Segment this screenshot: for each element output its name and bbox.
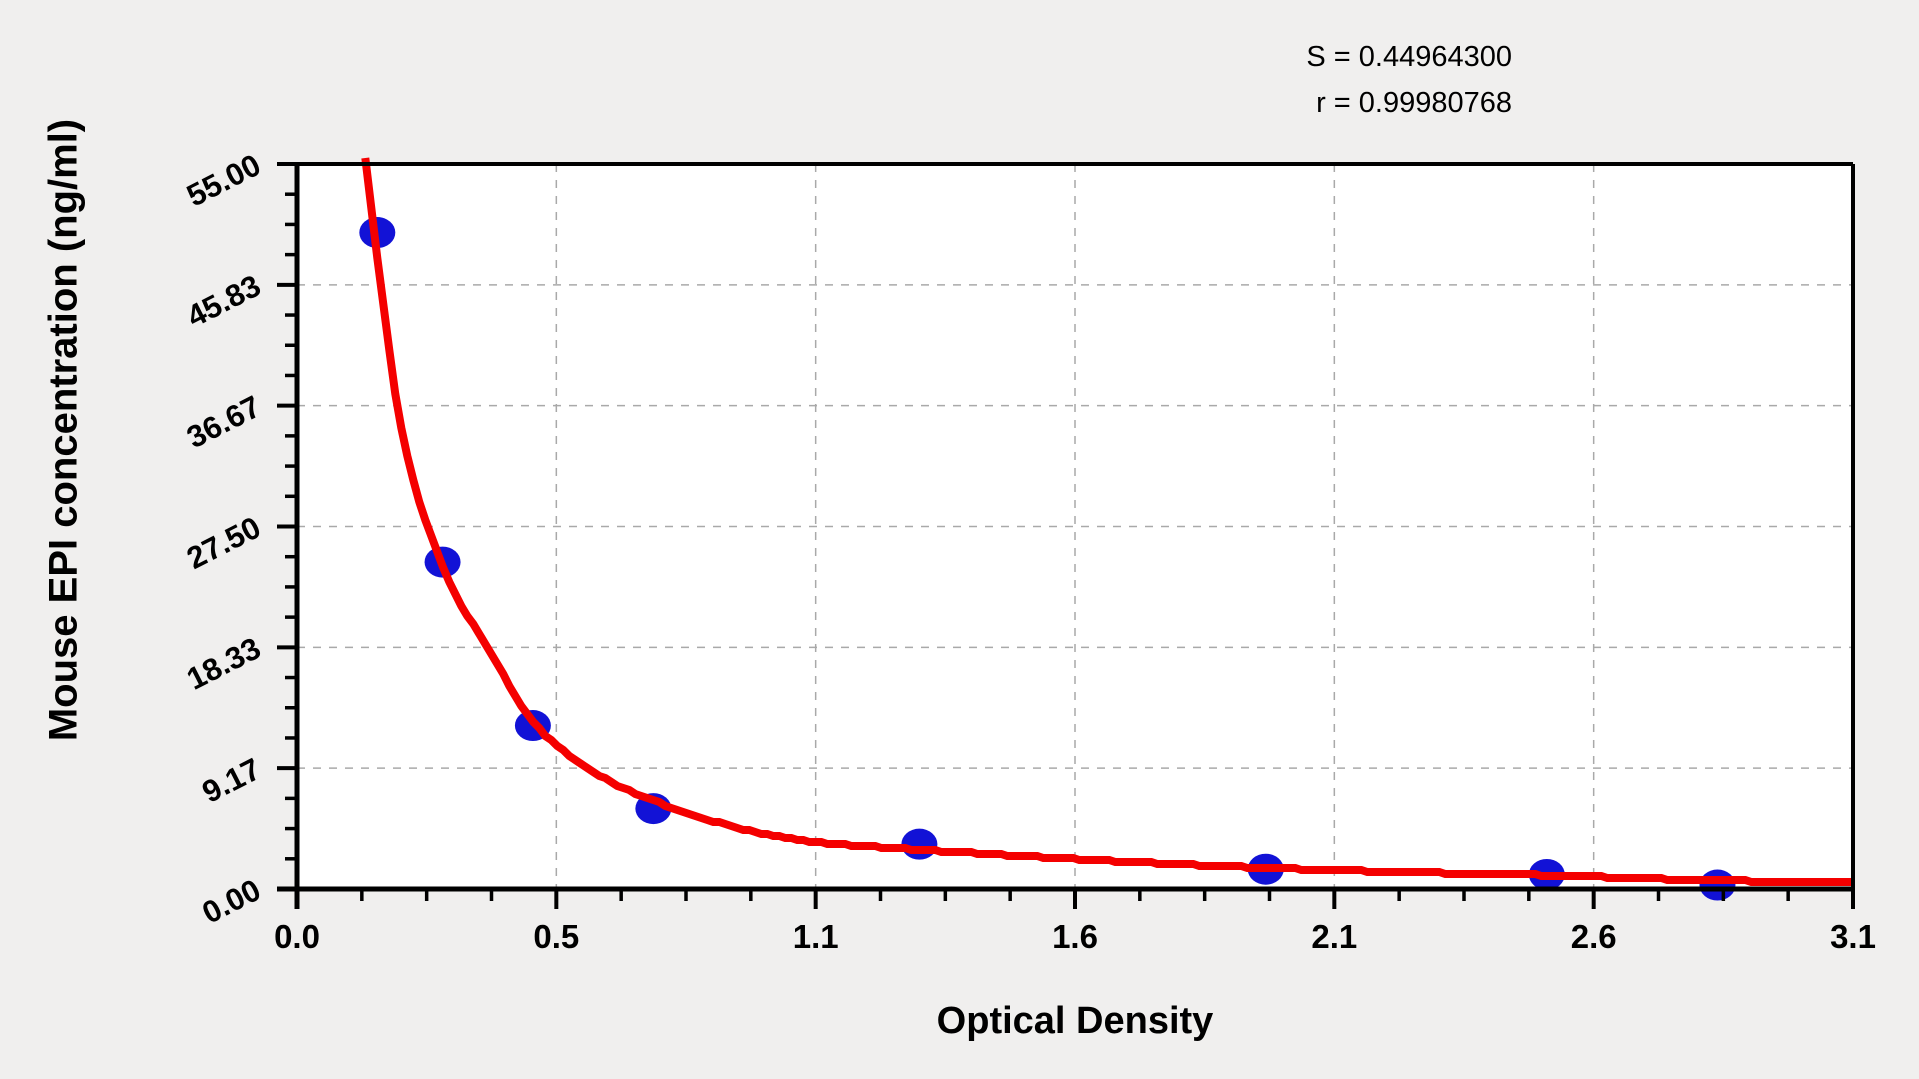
- stat-r-value: r = 0.99980768: [1316, 87, 1512, 119]
- fit-statistics: S = 0.44964300 r = 0.99980768: [1306, 34, 1512, 126]
- y-tick-label: 0.00: [197, 872, 267, 931]
- stat-s-value: S = 0.44964300: [1306, 41, 1512, 73]
- x-tick-label: 3.1: [1830, 918, 1876, 955]
- x-tick-label: 1.1: [793, 918, 839, 955]
- fit-curve: [361, 157, 1853, 886]
- x-tick-label: 0.5: [533, 918, 579, 955]
- y-axis-title: Mouse EPI concentration (ng/ml): [41, 118, 86, 742]
- y-tick-label: 36.67: [181, 389, 266, 455]
- data-point: [1699, 869, 1736, 901]
- y-tick-label: 18.33: [181, 630, 266, 696]
- y-tick-label: 27.50: [181, 510, 266, 576]
- y-tick-label: 9.17: [197, 751, 267, 810]
- data-point: [901, 828, 938, 860]
- plot-background: [297, 164, 1853, 889]
- x-axis-title: Optical Density: [936, 1000, 1214, 1042]
- y-tick-label: 55.00: [181, 147, 266, 213]
- x-tick-label: 1.6: [1052, 918, 1098, 955]
- x-tick-label: 2.1: [1311, 918, 1357, 955]
- x-tick-label: 0.0: [274, 918, 320, 955]
- x-tick-label: 2.6: [1571, 918, 1617, 955]
- y-tick-label: 45.83: [181, 268, 266, 334]
